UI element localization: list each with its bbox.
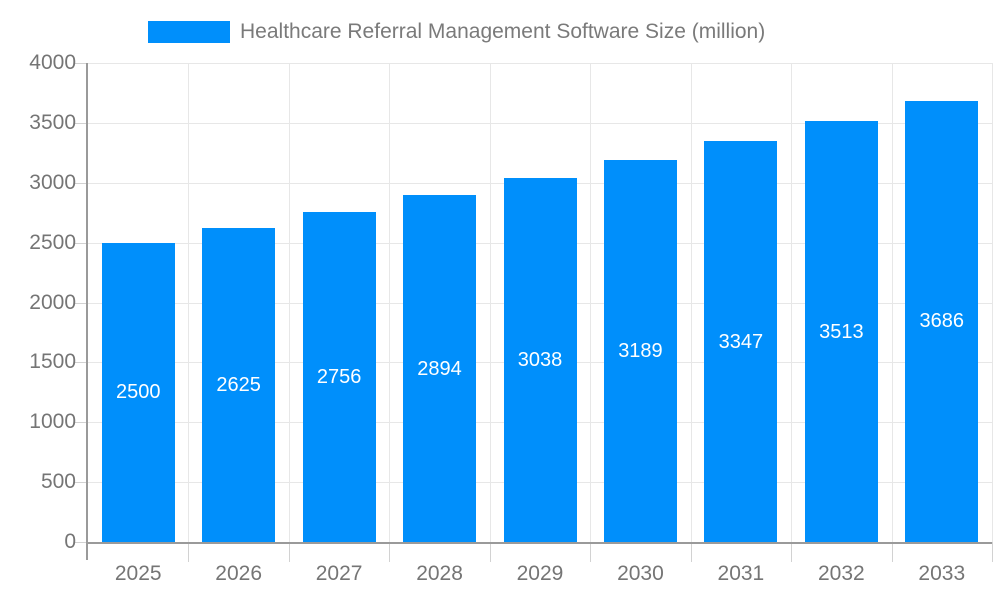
bar-value-label: 2756 (316, 365, 362, 388)
h-gridline (88, 63, 992, 64)
x-axis-label: 2027 (315, 562, 363, 585)
v-gridline (690, 63, 692, 542)
bar-value-label: 3189 (618, 340, 663, 363)
bar-value-label: 2894 (417, 357, 462, 380)
y-axis-tick (74, 182, 88, 184)
v-gridline (891, 63, 893, 542)
y-axis-label: 0 (64, 530, 76, 553)
x-axis-tick (590, 542, 592, 562)
v-gridline (188, 63, 190, 542)
y-axis-tick (74, 422, 88, 424)
bar-2027 (302, 211, 376, 542)
y-axis-label: 1000 (29, 410, 76, 434)
bar-2033 (905, 100, 979, 542)
y-axis-line (86, 63, 88, 560)
y-axis-tick (74, 302, 88, 304)
x-axis-tick (690, 542, 692, 562)
y-axis-tick (74, 542, 88, 543)
bar-value-label: 3686 (919, 310, 965, 333)
bar-value-label: 2625 (216, 373, 261, 396)
bar-2030 (603, 160, 677, 542)
x-axis-tick (791, 542, 793, 562)
bar-value-label: 3038 (517, 349, 563, 372)
h-gridline (88, 122, 992, 124)
y-axis-label: 2000 (29, 290, 76, 314)
x-axis-label: 2030 (617, 562, 664, 585)
x-axis-label: 2031 (717, 562, 765, 585)
v-gridline (489, 63, 491, 542)
y-axis-tick (74, 242, 88, 244)
bar-2032 (804, 121, 878, 542)
bar-2028 (403, 195, 477, 542)
y-axis-label: 3500 (29, 110, 76, 134)
x-axis-tick (891, 542, 893, 562)
x-axis-label: 2025 (114, 562, 162, 585)
y-axis-label: 3000 (29, 170, 76, 194)
y-axis-label: 1500 (29, 350, 76, 374)
y-axis-label: 500 (40, 470, 76, 494)
legend-swatch (148, 21, 230, 43)
bar-value-label: 2500 (115, 381, 161, 404)
x-axis-tick (489, 542, 491, 562)
bar-value-label: 3347 (718, 330, 764, 353)
y-axis-tick (74, 362, 88, 364)
x-axis-tick (992, 542, 993, 562)
y-axis-label: 2500 (29, 230, 76, 254)
x-axis-label: 2033 (918, 562, 966, 585)
y-axis-label: 4000 (29, 51, 76, 74)
v-gridline (791, 63, 793, 542)
x-axis-line (86, 542, 992, 544)
bar-2025 (101, 242, 175, 542)
bar-2026 (202, 227, 276, 542)
y-axis-tick (74, 482, 88, 484)
bar-value-label: 3513 (819, 320, 864, 343)
x-axis-label: 2032 (817, 562, 865, 585)
legend-label: Healthcare Referral Management Software … (240, 20, 766, 43)
x-axis-label: 2028 (416, 562, 463, 585)
y-axis-tick (74, 122, 88, 124)
v-gridline (288, 63, 290, 542)
v-gridline (992, 63, 993, 542)
bar-2029 (503, 178, 577, 542)
x-axis-tick (288, 542, 290, 562)
x-axis-tick (188, 542, 190, 562)
v-gridline (590, 63, 592, 542)
legend-item[interactable]: Healthcare Referral Management Software … (148, 18, 765, 46)
y-axis-tick (74, 63, 88, 64)
x-axis-label: 2026 (215, 562, 263, 585)
bar-2031 (704, 141, 778, 542)
v-gridline (389, 63, 391, 542)
x-axis-label: 2029 (516, 562, 564, 585)
x-axis-tick (389, 542, 391, 562)
